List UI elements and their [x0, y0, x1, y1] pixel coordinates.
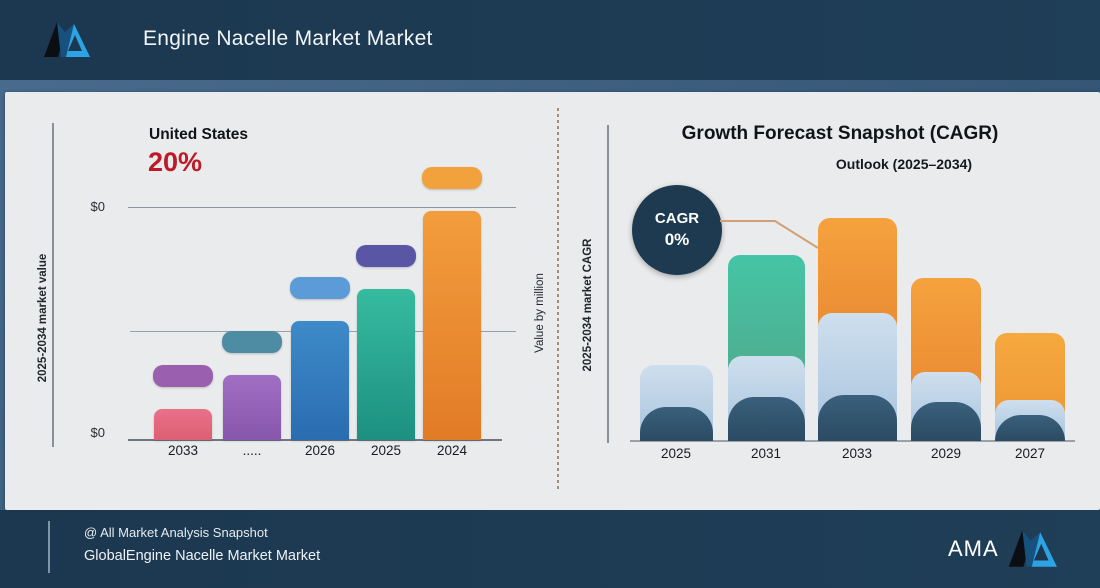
footer-snapshot-text: @ All Market Analysis Snapshot	[84, 525, 268, 540]
right-x-tick-2033: 2033	[841, 446, 873, 461]
footer-divider	[48, 521, 50, 573]
footer-bar	[0, 510, 1100, 588]
right-bar-base-2033	[817, 395, 897, 441]
page-title: Engine Nacelle Market Market	[143, 27, 433, 50]
left-x-tick-2033: 2033	[167, 443, 199, 458]
ama-mountain-logo-icon	[1008, 530, 1057, 567]
left-x-tick-.....: .....	[242, 443, 262, 458]
left-bar-cap-.....	[222, 331, 282, 353]
right-x-tick-2027: 2027	[1014, 446, 1046, 461]
right-x-tick-2029: 2029	[930, 446, 962, 461]
left-bar-.....	[223, 375, 281, 440]
left-bar-2025	[357, 289, 415, 440]
cagr-badge-label: CAGR	[654, 210, 700, 227]
left-chart-region-label: United States	[149, 126, 249, 143]
right-bar-top-2029	[911, 278, 981, 390]
left-x-axis	[128, 439, 502, 441]
right-chart-subtitle: Outlook (2025–2034)	[835, 156, 973, 172]
right-bar-base-2031	[727, 397, 805, 441]
right-chart-title: Growth Forecast Snapshot (CAGR)	[681, 123, 999, 144]
left-chart-cagr-value: 20%	[148, 147, 203, 177]
right-x-tick-2025: 2025	[660, 446, 692, 461]
callout-line-icon	[720, 220, 819, 249]
footer-report-title: GlobalEngine Nacelle Market Market	[84, 548, 321, 564]
header-bar: Engine Nacelle Market Market	[0, 0, 1100, 80]
right-y-axis	[607, 125, 609, 443]
cagr-badge: CAGR 0%	[632, 185, 722, 275]
right-y-axis-label: 2025-2034 market CAGR	[582, 238, 594, 372]
cagr-badge-value: 0%	[664, 229, 690, 249]
right-x-tick-2031: 2031	[750, 446, 782, 461]
panel-separator-dashed	[557, 108, 559, 490]
left-bar-2024	[423, 211, 481, 440]
left-y-axis	[52, 123, 54, 447]
left-bar-cap-2026	[290, 277, 350, 299]
left-bar-cap-2024	[422, 167, 482, 189]
footer-brand-text: AMA	[948, 536, 999, 561]
left-bar-2033	[154, 409, 212, 440]
left-y-tick-top: $0	[90, 199, 105, 214]
left-bar-cap-2033	[153, 365, 213, 387]
left-y-tick-bottom: $0	[90, 425, 105, 440]
right-bar-base-2029	[911, 402, 981, 441]
left-gridline-top	[128, 207, 516, 208]
left-x-tick-2025: 2025	[370, 443, 402, 458]
value-axis-label: Value by million	[534, 273, 546, 353]
left-bar-cap-2025	[356, 245, 416, 267]
ama-mountain-logo-icon	[44, 22, 90, 57]
left-bar-2026	[291, 321, 349, 440]
left-x-tick-2026: 2026	[304, 443, 336, 458]
right-bar-top-2033	[817, 218, 897, 331]
left-x-tick-2024: 2024	[436, 443, 468, 458]
right-bar-base-2027	[995, 415, 1065, 441]
right-bar-base-2025	[639, 407, 713, 441]
left-y-axis-label: 2025-2034 market value	[37, 253, 49, 383]
right-bar-top-2031	[727, 255, 805, 374]
